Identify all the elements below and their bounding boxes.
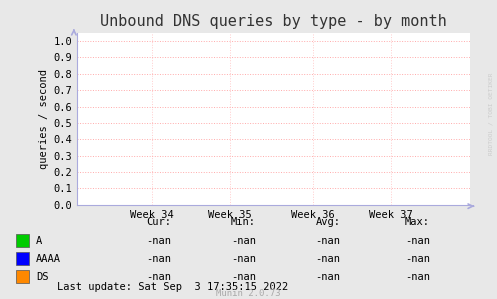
Text: RRDTOOL / TOBI OETIKER: RRDTOOL / TOBI OETIKER: [489, 72, 494, 155]
Text: -nan: -nan: [316, 236, 340, 246]
Text: Avg:: Avg:: [316, 217, 340, 227]
Text: -nan: -nan: [316, 271, 340, 282]
Text: -nan: -nan: [147, 236, 171, 246]
Text: DS: DS: [36, 271, 48, 282]
Title: Unbound DNS queries by type - by month: Unbound DNS queries by type - by month: [100, 14, 447, 29]
Text: -nan: -nan: [405, 236, 430, 246]
Text: -nan: -nan: [405, 254, 430, 264]
Text: Cur:: Cur:: [147, 217, 171, 227]
Text: -nan: -nan: [231, 271, 256, 282]
Text: Min:: Min:: [231, 217, 256, 227]
Y-axis label: queries / second: queries / second: [39, 69, 49, 169]
Text: -nan: -nan: [405, 271, 430, 282]
Text: -nan: -nan: [147, 254, 171, 264]
Text: -nan: -nan: [316, 254, 340, 264]
Text: AAAA: AAAA: [36, 254, 61, 264]
Text: -nan: -nan: [231, 254, 256, 264]
Text: A: A: [36, 236, 42, 246]
Text: -nan: -nan: [231, 236, 256, 246]
Text: -nan: -nan: [147, 271, 171, 282]
Text: Max:: Max:: [405, 217, 430, 227]
Text: Munin 2.0.73: Munin 2.0.73: [216, 289, 281, 298]
Text: Last update: Sat Sep  3 17:35:15 2022: Last update: Sat Sep 3 17:35:15 2022: [57, 283, 288, 292]
